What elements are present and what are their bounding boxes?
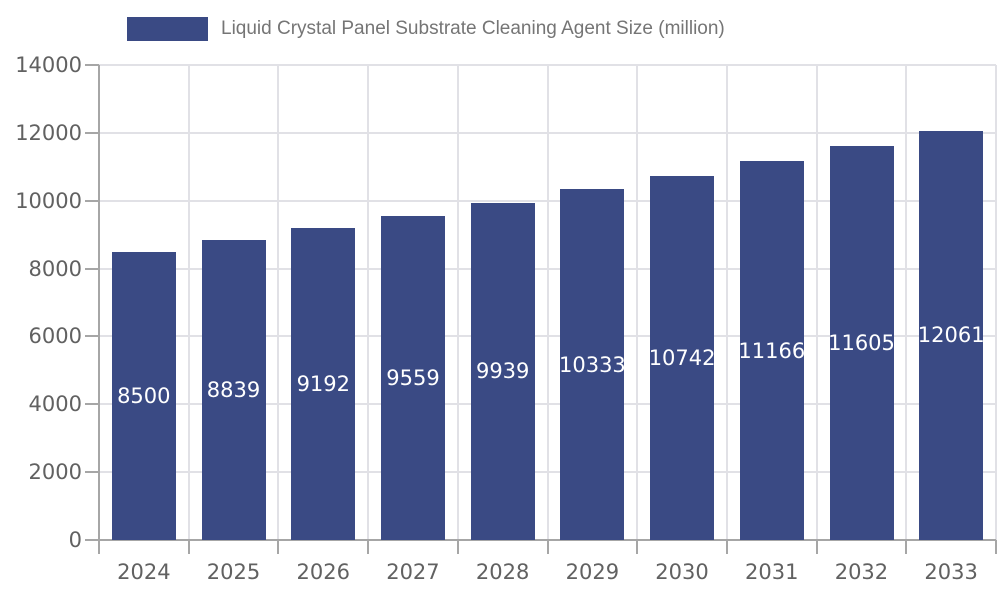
x-gridline	[456, 65, 459, 540]
bar-value-label: 8500	[117, 383, 171, 408]
bar	[291, 228, 356, 540]
bar	[919, 130, 984, 540]
y-tick-label: 14000	[15, 53, 82, 77]
x-axis-tick	[187, 540, 190, 554]
y-tick-label: 12000	[15, 120, 82, 145]
x-axis-tick	[456, 540, 459, 554]
bar	[829, 146, 894, 540]
y-axis-tick	[85, 267, 99, 270]
x-tick-label: 2026	[296, 560, 350, 584]
x-tick-label: 2027	[386, 560, 440, 584]
x-axis-tick	[905, 540, 908, 554]
y-axis-line	[98, 65, 100, 554]
x-tick-label: 2030	[655, 560, 709, 584]
bar-value-label: 11166	[738, 338, 806, 363]
y-axis-tick	[85, 471, 99, 474]
y-tick-label: 10000	[15, 188, 82, 213]
bar-value-label: 9559	[386, 365, 440, 390]
y-tick-label: 6000	[28, 324, 82, 349]
bar	[650, 175, 715, 540]
x-tick-label: 2028	[475, 560, 530, 584]
bar	[470, 202, 535, 540]
x-gridline	[725, 65, 728, 540]
x-axis-tick	[367, 540, 370, 554]
bar	[739, 161, 804, 540]
x-gridline	[367, 65, 370, 540]
bar-value-label: 12061	[917, 323, 985, 348]
x-tick-label: 2024	[117, 560, 171, 584]
y-tick-label: 2000	[28, 460, 82, 485]
x-gridline	[277, 65, 280, 540]
x-gridline	[187, 65, 190, 540]
bar-value-label: 9192	[296, 372, 351, 397]
bar-value-label: 11605	[828, 331, 895, 356]
x-axis-tick	[546, 540, 549, 554]
y-axis-tick	[85, 335, 99, 338]
x-gridline	[815, 65, 818, 540]
bar-value-label: 10742	[648, 345, 716, 370]
y-axis-tick	[85, 64, 99, 66]
x-tick-label: 2031	[745, 560, 799, 584]
bar	[381, 215, 445, 540]
x-gridline	[905, 65, 908, 540]
bar	[201, 240, 266, 540]
legend-label: Liquid Crystal Panel Substrate Cleaning …	[221, 18, 725, 39]
y-tick-label: 0	[68, 528, 82, 552]
x-axis-line	[85, 539, 996, 541]
x-axis-tick	[636, 540, 639, 554]
x-tick-label: 2029	[565, 560, 620, 584]
x-axis-tick	[815, 540, 818, 554]
x-gridline	[636, 65, 639, 540]
legend: Liquid Crystal Panel Substrate Cleaning …	[127, 17, 725, 41]
bar-value-label: 10333	[558, 352, 626, 377]
bar	[111, 251, 176, 540]
y-tick-label: 4000	[28, 392, 82, 417]
x-gridline	[546, 65, 549, 540]
legend-swatch	[127, 17, 208, 41]
x-axis-tick	[725, 540, 728, 554]
x-gridline	[995, 65, 997, 540]
x-axis-tick	[995, 540, 997, 554]
x-tick-label: 2033	[924, 560, 978, 584]
y-axis-tick	[85, 199, 99, 202]
y-axis-tick	[85, 131, 99, 134]
y-tick-label: 8000	[28, 256, 82, 281]
x-axis-tick	[277, 540, 280, 554]
x-tick-label: 2032	[834, 560, 889, 584]
bar	[560, 189, 625, 540]
bar-value-label: 8839	[206, 378, 261, 403]
y-axis-tick	[85, 403, 99, 406]
bar-value-label: 9939	[475, 359, 530, 384]
x-tick-label: 2025	[206, 560, 261, 584]
